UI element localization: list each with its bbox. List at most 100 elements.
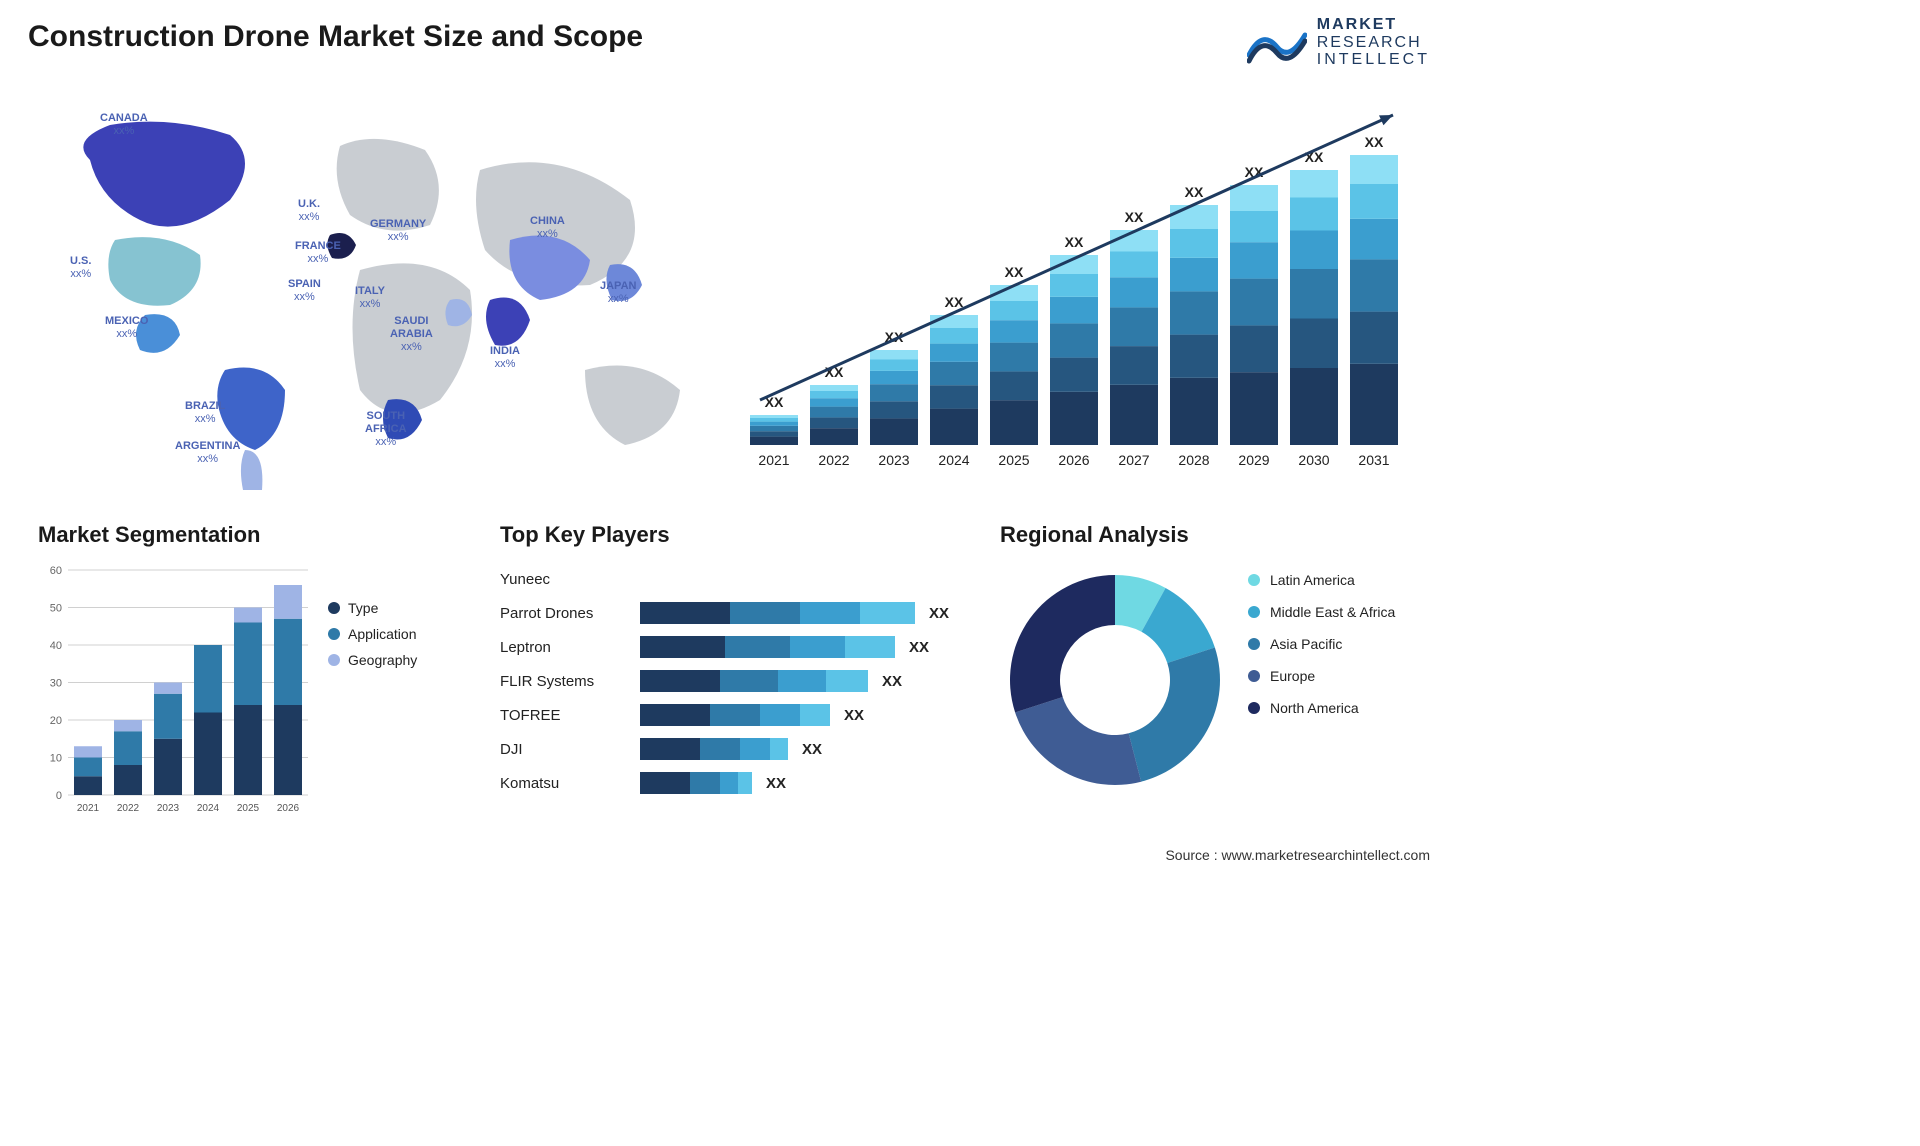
map-country-label: JAPANxx% xyxy=(600,280,636,306)
regional-legend-item: Middle East & Africa xyxy=(1248,604,1395,620)
logo-line2: RESEARCH xyxy=(1317,34,1430,52)
svg-text:20: 20 xyxy=(50,715,62,727)
map-country-label: CHINAxx% xyxy=(530,215,565,241)
player-name: TOFREE xyxy=(500,698,640,732)
svg-text:2029: 2029 xyxy=(1238,452,1269,468)
svg-text:2030: 2030 xyxy=(1298,452,1329,468)
map-country-label: MEXICOxx% xyxy=(105,315,148,341)
regional-legend-item: Europe xyxy=(1248,668,1395,684)
svg-text:2024: 2024 xyxy=(197,803,220,814)
svg-text:50: 50 xyxy=(50,603,62,615)
player-name: Komatsu xyxy=(500,766,640,800)
player-row: XX xyxy=(640,766,970,800)
svg-text:2023: 2023 xyxy=(157,803,180,814)
regional-donut-chart xyxy=(1000,560,1230,790)
regional-legend-item: Asia Pacific xyxy=(1248,636,1395,652)
map-country-label: ITALYxx% xyxy=(355,285,385,311)
svg-text:XX: XX xyxy=(1005,264,1024,280)
svg-text:2021: 2021 xyxy=(77,803,100,814)
svg-text:2025: 2025 xyxy=(998,452,1029,468)
player-value: XX xyxy=(882,673,902,690)
page-title: Construction Drone Market Size and Scope xyxy=(28,20,643,54)
player-name: Parrot Drones xyxy=(500,596,640,630)
regional-title: Regional Analysis xyxy=(1000,522,1440,548)
svg-text:XX: XX xyxy=(1065,234,1084,250)
players-title: Top Key Players xyxy=(500,522,970,548)
player-bar xyxy=(640,704,830,726)
segmentation-legend: Type Application Geography xyxy=(328,600,417,678)
player-row: XX xyxy=(640,630,970,664)
svg-text:10: 10 xyxy=(50,753,62,765)
regional-legend-item: North America xyxy=(1248,700,1395,716)
regional-analysis-section: Regional Analysis Latin America Middle Ea… xyxy=(1000,522,1440,820)
map-country-label: SAUDIARABIAxx% xyxy=(390,315,433,355)
player-name: FLIR Systems xyxy=(500,664,640,698)
logo-wave-icon xyxy=(1247,17,1307,67)
player-name: Leptron xyxy=(500,630,640,664)
player-value: XX xyxy=(844,707,864,724)
svg-text:XX: XX xyxy=(945,294,964,310)
svg-text:2027: 2027 xyxy=(1118,452,1149,468)
player-bar xyxy=(640,738,788,760)
player-name: Yuneec xyxy=(500,562,640,596)
map-country-label: GERMANYxx% xyxy=(370,218,426,244)
svg-text:2025: 2025 xyxy=(237,803,260,814)
player-value: XX xyxy=(929,605,949,622)
svg-text:30: 30 xyxy=(50,678,62,690)
market-segmentation-section: Market Segmentation 01020304050602021202… xyxy=(38,522,478,820)
segmentation-title: Market Segmentation xyxy=(38,522,478,548)
svg-text:2028: 2028 xyxy=(1178,452,1209,468)
segmentation-chart: 0102030405060202120222023202420252026 xyxy=(38,560,328,820)
world-map: CANADAxx% U.S.xx% MEXICOxx% BRAZILxx% ARGENT… xyxy=(30,90,720,490)
market-size-trend-chart: XX2021XX2022XX2023XX2024XX2025XX2026XX20… xyxy=(740,105,1420,475)
regional-legend: Latin America Middle East & Africa Asia Pa… xyxy=(1248,572,1395,732)
logo-line3: INTELLECT xyxy=(1317,51,1430,69)
player-value: XX xyxy=(766,775,786,792)
regional-legend-item: Latin America xyxy=(1248,572,1395,588)
map-country-label: INDIAxx% xyxy=(490,345,520,371)
player-row: XX xyxy=(640,596,970,630)
brand-logo: MARKET RESEARCH INTELLECT xyxy=(1247,16,1430,69)
player-bar xyxy=(640,772,752,794)
player-name: DJI xyxy=(500,732,640,766)
player-bar xyxy=(640,602,915,624)
map-country-label: FRANCExx% xyxy=(295,240,341,266)
map-country-label: U.K.xx% xyxy=(298,198,320,224)
player-value: XX xyxy=(909,639,929,656)
svg-text:XX: XX xyxy=(1125,209,1144,225)
svg-text:2026: 2026 xyxy=(277,803,300,814)
logo-line1: MARKET xyxy=(1317,16,1430,34)
players-table: YuneecParrot DronesLeptronFLIR SystemsTO… xyxy=(500,562,970,800)
top-key-players-section: Top Key Players YuneecParrot DronesLeptr… xyxy=(500,522,970,800)
map-country-label: U.S.xx% xyxy=(70,255,91,281)
player-value: XX xyxy=(802,741,822,758)
map-country-label: CANADAxx% xyxy=(100,112,148,138)
svg-text:XX: XX xyxy=(1185,184,1204,200)
svg-text:60: 60 xyxy=(50,565,62,577)
svg-text:2031: 2031 xyxy=(1358,452,1389,468)
player-bar xyxy=(640,670,868,692)
player-bar xyxy=(640,636,895,658)
player-row: XX xyxy=(640,698,970,732)
svg-text:2021: 2021 xyxy=(758,452,789,468)
svg-text:2022: 2022 xyxy=(818,452,849,468)
svg-text:2024: 2024 xyxy=(938,452,969,468)
svg-text:XX: XX xyxy=(1365,134,1384,150)
map-country-label: BRAZILxx% xyxy=(185,400,225,426)
segmentation-legend-item: Type xyxy=(328,600,417,616)
svg-text:2023: 2023 xyxy=(878,452,909,468)
segmentation-legend-item: Geography xyxy=(328,652,417,668)
player-row: XX xyxy=(640,732,970,766)
source-footer: Source : www.marketresearchintellect.com xyxy=(1165,847,1430,863)
svg-text:2026: 2026 xyxy=(1058,452,1089,468)
map-country-label: ARGENTINAxx% xyxy=(175,440,240,466)
player-row xyxy=(640,562,970,596)
logo-text: MARKET RESEARCH INTELLECT xyxy=(1317,16,1430,69)
svg-text:2022: 2022 xyxy=(117,803,140,814)
svg-text:40: 40 xyxy=(50,640,62,652)
segmentation-legend-item: Application xyxy=(328,626,417,642)
player-row: XX xyxy=(640,664,970,698)
market-size-trend-svg: XX2021XX2022XX2023XX2024XX2025XX2026XX20… xyxy=(740,105,1420,475)
map-country-label: SPAINxx% xyxy=(288,278,321,304)
map-country-label: SOUTHAFRICAxx% xyxy=(365,410,407,450)
